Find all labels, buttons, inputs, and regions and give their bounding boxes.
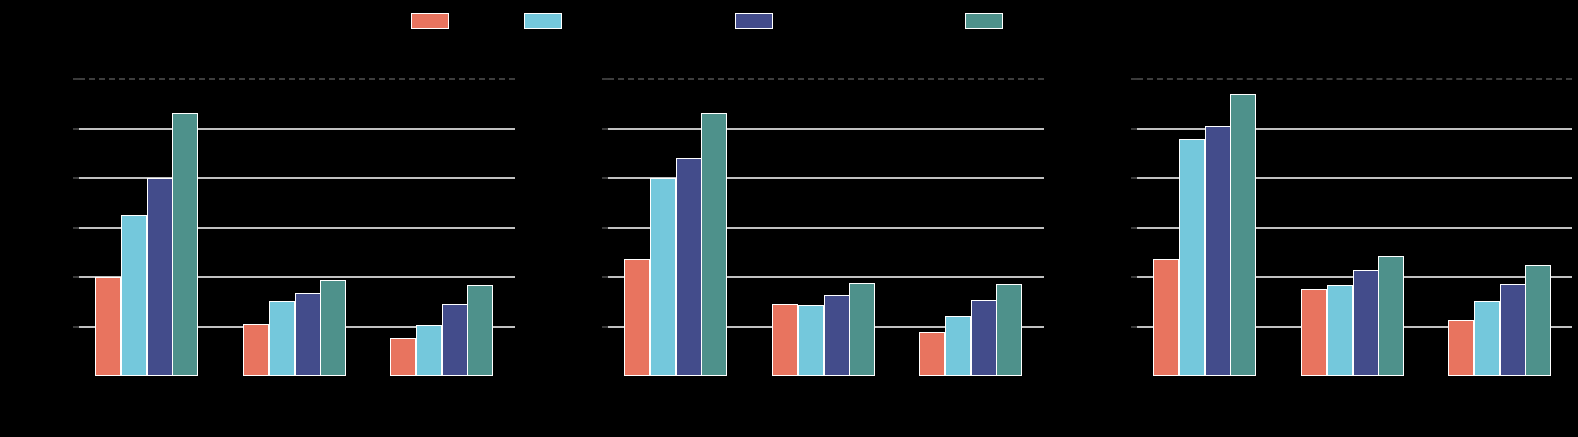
dashed-reference-line (79, 78, 515, 80)
gridline (1137, 226, 1572, 229)
bar-light-blue-group-1 (649, 177, 676, 376)
gridline (79, 276, 515, 278)
y-axis-tick (73, 78, 79, 80)
bar-navy-group-3 (441, 304, 468, 376)
bar-light-blue-group-3 (944, 316, 971, 376)
bar-navy-group-1 (675, 157, 702, 376)
bar-salmon-group-3 (919, 332, 945, 376)
y-axis-tick (602, 276, 608, 278)
bar-teal-group-3 (467, 284, 494, 376)
y-axis-tick (1131, 325, 1137, 328)
y-axis-tick (602, 325, 608, 328)
bar-light-blue-group-2 (268, 300, 295, 376)
bar-salmon-group-1 (95, 277, 121, 376)
gridline (1137, 127, 1572, 130)
bar-light-blue-group-3 (1473, 301, 1500, 376)
bar-teal-group-3 (996, 283, 1023, 376)
bar-teal-group-1 (1230, 93, 1257, 376)
bar-salmon-group-1 (1153, 258, 1179, 376)
bar-navy-group-1 (1204, 125, 1231, 376)
y-axis-tick (1131, 276, 1137, 278)
bar-navy-group-2 (1352, 269, 1379, 376)
subplot-3 (1131, 78, 1572, 376)
bar-teal-group-2 (849, 282, 876, 376)
bar-light-blue-group-1 (1178, 138, 1205, 376)
bar-light-blue-group-2 (797, 304, 824, 376)
legend-swatch-series-1 (411, 13, 449, 29)
y-axis-tick (602, 226, 608, 229)
y-axis-tick (1131, 127, 1137, 130)
bar-navy-group-2 (294, 293, 321, 376)
bar-light-blue-group-2 (1326, 284, 1353, 376)
bar-navy-group-3 (1499, 283, 1526, 376)
bar-teal-group-2 (320, 279, 347, 376)
gridline (79, 226, 515, 229)
bar-teal-group-2 (1378, 255, 1405, 376)
bar-salmon-group-3 (1448, 320, 1474, 376)
bar-navy-group-3 (970, 300, 997, 376)
dashed-reference-line (608, 78, 1044, 80)
subplot-2 (602, 78, 1044, 376)
bar-salmon-group-3 (390, 337, 416, 376)
y-axis-tick (602, 177, 608, 179)
gridline (608, 127, 1044, 130)
y-axis-tick (1131, 226, 1137, 229)
y-axis-tick (602, 78, 608, 80)
gridline (608, 177, 1044, 179)
legend-swatch-series-4 (965, 13, 1003, 29)
legend-swatch-series-3 (735, 13, 773, 29)
y-axis-tick (602, 127, 608, 130)
y-axis-tick (73, 325, 79, 328)
gridline (1137, 177, 1572, 179)
bar-teal-group-1 (172, 112, 199, 376)
bar-salmon-group-2 (772, 303, 798, 376)
bar-light-blue-group-3 (415, 324, 442, 376)
y-axis-tick (73, 276, 79, 278)
gridline (608, 226, 1044, 229)
bar-navy-group-1 (146, 178, 173, 376)
gridline (79, 177, 515, 179)
subplot-1 (73, 78, 515, 376)
bar-teal-group-3 (1525, 265, 1552, 376)
legend-swatch-series-2 (524, 13, 562, 29)
dashed-reference-line (1137, 78, 1572, 80)
y-axis-tick (73, 127, 79, 130)
gridline (79, 127, 515, 130)
bar-salmon-group-1 (624, 259, 650, 376)
bar-navy-group-2 (823, 294, 850, 376)
bar-light-blue-group-1 (120, 214, 147, 376)
y-axis-tick (73, 177, 79, 179)
y-axis-tick (73, 226, 79, 229)
bar-salmon-group-2 (243, 323, 269, 376)
y-axis-tick (1131, 177, 1137, 179)
gridline (608, 276, 1044, 278)
bar-salmon-group-2 (1301, 289, 1327, 376)
y-axis-tick (1131, 78, 1137, 80)
bar-teal-group-1 (701, 112, 728, 376)
